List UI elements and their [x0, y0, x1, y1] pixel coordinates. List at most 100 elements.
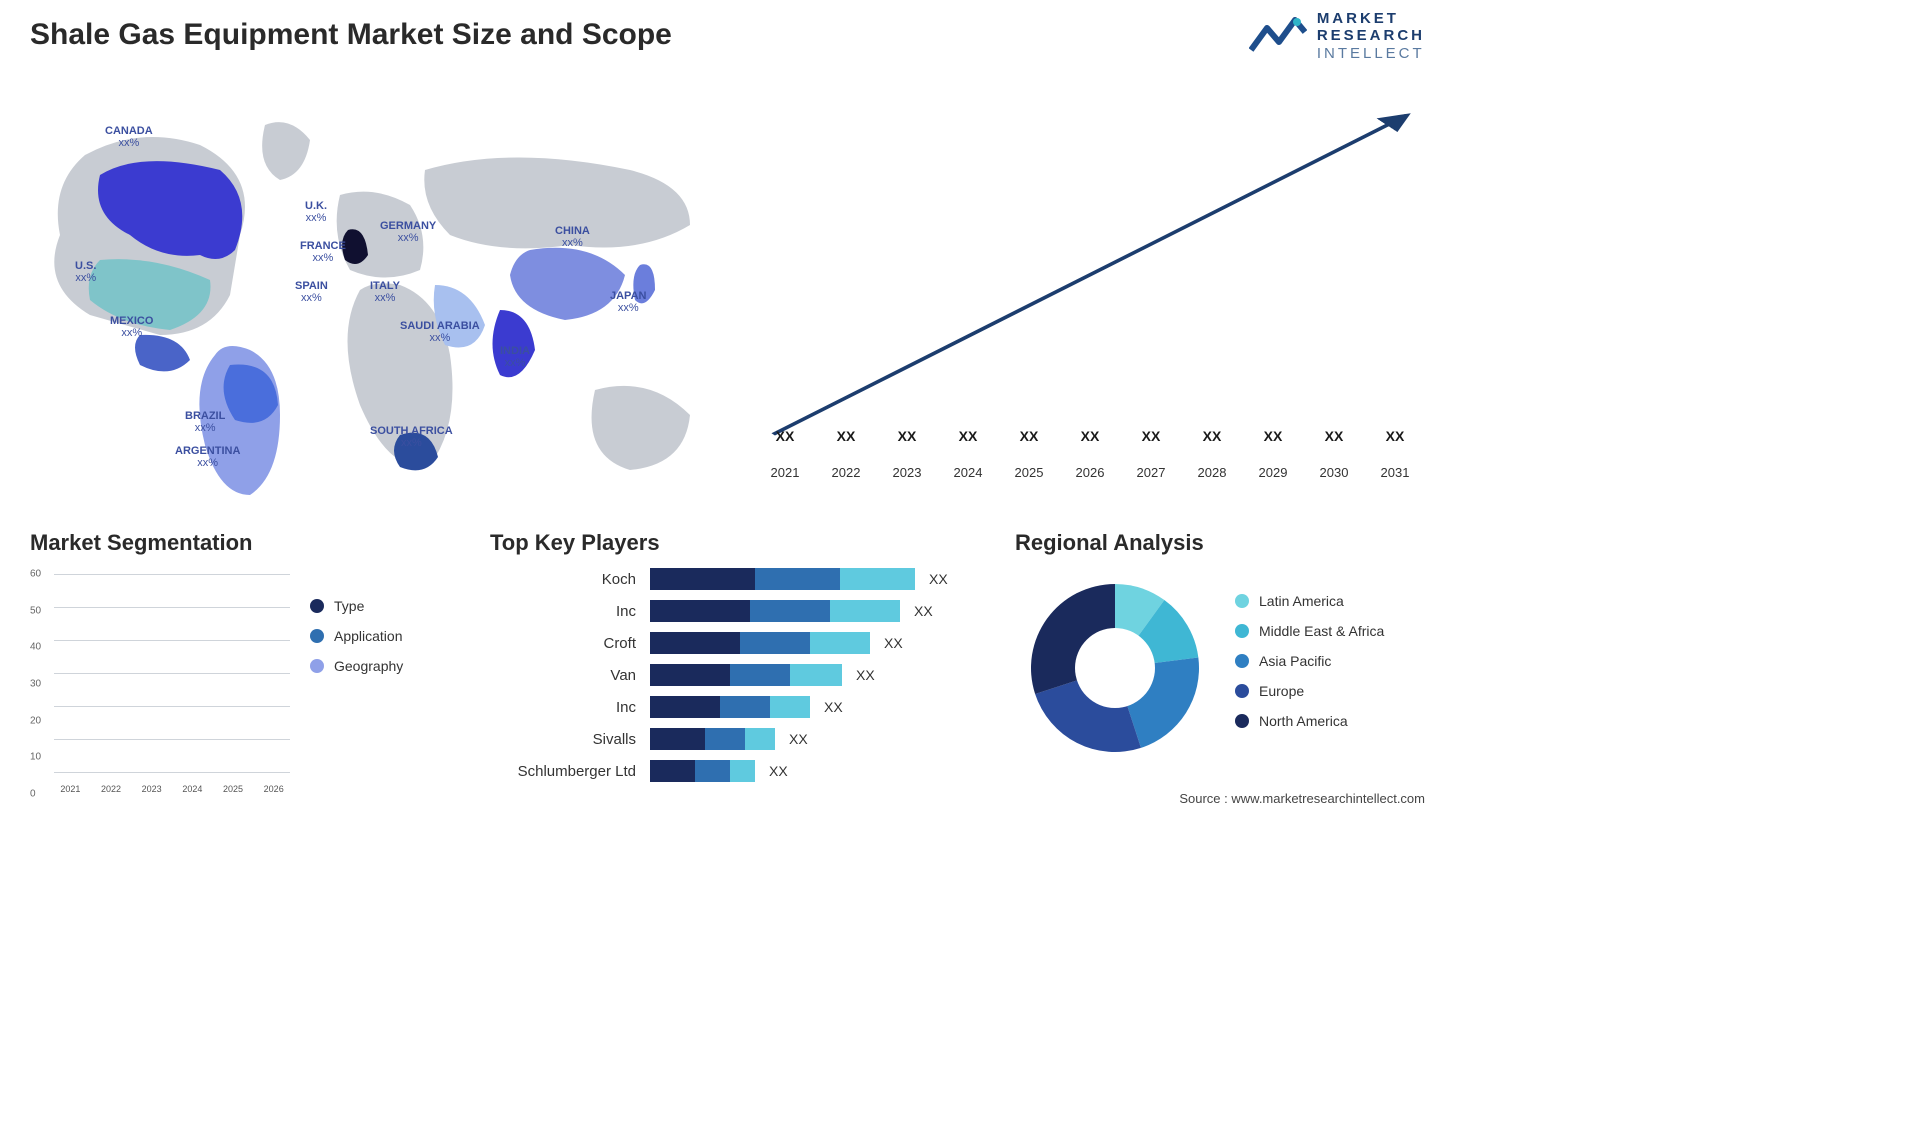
growth-bar-label: XX — [1187, 428, 1237, 444]
map-label-argentina: ARGENTINAxx% — [175, 445, 240, 469]
player-bar — [650, 568, 915, 590]
player-value: XX — [789, 731, 808, 747]
seg-year-label: 2026 — [257, 780, 290, 794]
player-row: Croft XX — [490, 632, 1010, 654]
regional-legend: Latin AmericaMiddle East & AfricaAsia Pa… — [1235, 593, 1384, 743]
player-value: XX — [769, 763, 788, 779]
player-label: Inc — [490, 699, 650, 716]
seg-year-label: 2022 — [95, 780, 128, 794]
regional-donut — [1015, 568, 1215, 768]
player-bar — [650, 696, 810, 718]
regional-legend-item: Latin America — [1235, 593, 1384, 609]
seg-year-label: 2023 — [135, 780, 168, 794]
player-label: Croft — [490, 635, 650, 652]
growth-year-label: 2021 — [760, 459, 810, 480]
seg-ytick: 30 — [30, 679, 41, 690]
segmentation-section: Market Segmentation 2021 2022 2023 2024 2025… — [30, 530, 470, 794]
seg-year-label: 2025 — [217, 780, 250, 794]
brand-logo: MARKET RESEARCH INTELLECT — [1249, 10, 1425, 62]
players-section: Top Key Players KochXXIncXXCroftXXVanXXI… — [490, 530, 1010, 792]
map-label-japan: JAPANxx% — [610, 290, 646, 314]
player-bar — [650, 728, 775, 750]
logo-line3: INTELLECT — [1317, 45, 1425, 62]
growth-year-label: 2025 — [1004, 459, 1054, 480]
map-label-italy: ITALYxx% — [370, 280, 400, 304]
seg-year-label: 2024 — [176, 780, 209, 794]
map-label-u-s-: U.S.xx% — [75, 260, 96, 284]
regional-legend-item: Asia Pacific — [1235, 653, 1384, 669]
seg-legend-item: Application — [310, 628, 403, 644]
growth-chart: XXXXXXXXXXXXXXXXXXXXXX 20212022202320242… — [760, 100, 1420, 480]
logo-swoosh-icon — [1249, 12, 1307, 60]
player-value: XX — [884, 635, 903, 651]
growth-bar-label: XX — [760, 428, 810, 444]
player-row: Schlumberger Ltd XX — [490, 760, 1010, 782]
seg-ytick: 20 — [30, 715, 41, 726]
player-label: Koch — [490, 571, 650, 588]
growth-bar-label: XX — [882, 428, 932, 444]
player-bar — [650, 600, 900, 622]
growth-bar-label: XX — [1309, 428, 1359, 444]
player-row: Inc XX — [490, 600, 1010, 622]
growth-year-label: 2026 — [1065, 459, 1115, 480]
growth-bar-label: XX — [1248, 428, 1298, 444]
growth-bar-label: XX — [943, 428, 993, 444]
growth-year-label: 2031 — [1370, 459, 1420, 480]
map-label-u-k-: U.K.xx% — [305, 200, 327, 224]
seg-ytick: 10 — [30, 752, 41, 763]
growth-year-label: 2030 — [1309, 459, 1359, 480]
player-label: Inc — [490, 603, 650, 620]
seg-ytick: 60 — [30, 569, 41, 580]
map-label-china: CHINAxx% — [555, 225, 590, 249]
player-label: Schlumberger Ltd — [490, 763, 650, 780]
regional-section: Regional Analysis Latin AmericaMiddle Ea… — [1015, 530, 1435, 768]
regional-title: Regional Analysis — [1015, 530, 1435, 556]
map-label-india: INDIAxx% — [500, 345, 530, 369]
growth-year-label: 2027 — [1126, 459, 1176, 480]
player-row: Van XX — [490, 664, 1010, 686]
player-row: Koch XX — [490, 568, 1010, 590]
player-bar — [650, 632, 870, 654]
player-row: Sivalls XX — [490, 728, 1010, 750]
map-label-brazil: BRAZILxx% — [185, 410, 225, 434]
growth-bar-label: XX — [821, 428, 871, 444]
growth-bar-label: XX — [1370, 428, 1420, 444]
page-title: Shale Gas Equipment Market Size and Scop… — [30, 18, 672, 52]
regional-legend-item: Europe — [1235, 683, 1384, 699]
map-label-mexico: MEXICOxx% — [110, 315, 153, 339]
player-bar — [650, 760, 755, 782]
growth-year-label: 2022 — [821, 459, 871, 480]
growth-year-label: 2029 — [1248, 459, 1298, 480]
map-label-spain: SPAINxx% — [295, 280, 328, 304]
map-label-germany: GERMANYxx% — [380, 220, 436, 244]
segmentation-chart: 202120222023202420252026 0102030405060 — [30, 574, 290, 794]
logo-line2: RESEARCH — [1317, 27, 1425, 44]
source-attribution: Source : www.marketresearchintellect.com — [1179, 791, 1425, 806]
seg-year-label: 2021 — [54, 780, 87, 794]
seg-legend-item: Geography — [310, 658, 403, 674]
segmentation-legend: TypeApplicationGeography — [310, 598, 403, 688]
player-bar — [650, 664, 842, 686]
map-label-south-africa: SOUTH AFRICAxx% — [370, 425, 453, 449]
seg-ytick: 40 — [30, 642, 41, 653]
seg-ytick: 50 — [30, 605, 41, 616]
growth-bar-label: XX — [1004, 428, 1054, 444]
segmentation-title: Market Segmentation — [30, 530, 470, 556]
regional-legend-item: North America — [1235, 713, 1384, 729]
player-value: XX — [929, 571, 948, 587]
player-label: Sivalls — [490, 731, 650, 748]
growth-year-label: 2024 — [943, 459, 993, 480]
growth-year-label: 2028 — [1187, 459, 1237, 480]
player-value: XX — [914, 603, 933, 619]
world-map: CANADAxx%U.S.xx%MEXICOxx%BRAZILxx%ARGENT… — [30, 85, 730, 505]
map-label-france: FRANCExx% — [300, 240, 346, 264]
player-row: Inc XX — [490, 696, 1010, 718]
seg-ytick: 0 — [30, 789, 36, 800]
logo-line1: MARKET — [1317, 10, 1425, 27]
player-value: XX — [824, 699, 843, 715]
growth-bar-label: XX — [1065, 428, 1115, 444]
growth-bar-label: XX — [1126, 428, 1176, 444]
map-label-saudi-arabia: SAUDI ARABIAxx% — [400, 320, 480, 344]
player-value: XX — [856, 667, 875, 683]
player-label: Van — [490, 667, 650, 684]
